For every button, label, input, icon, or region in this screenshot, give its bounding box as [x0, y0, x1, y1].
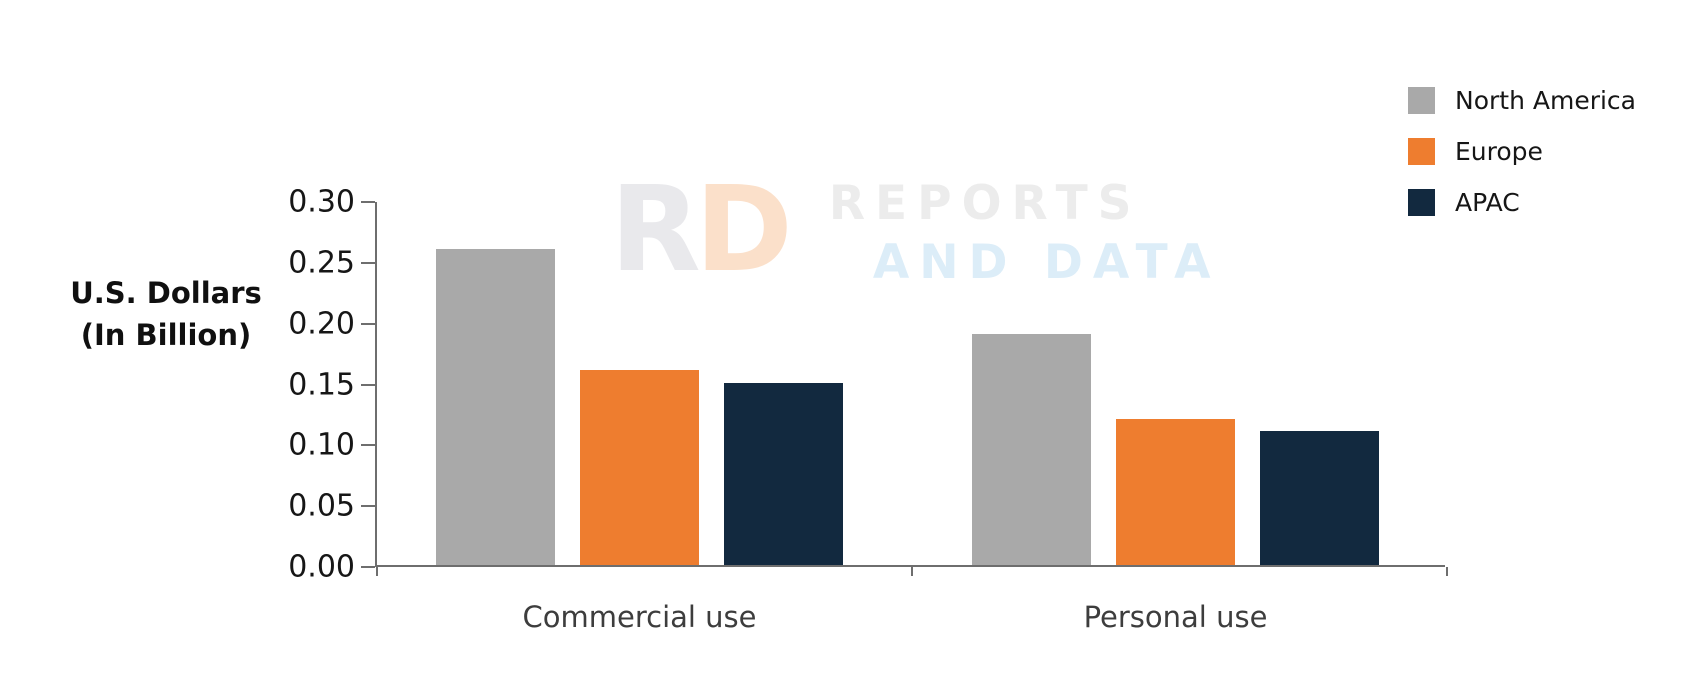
y-tick-mark — [361, 505, 375, 508]
bar-north-america-commercial-use — [436, 248, 555, 565]
y-tick-label: 0.05 — [288, 488, 355, 524]
legend-label-europe: Europe — [1455, 137, 1543, 166]
legend-item-apac: APAC — [1408, 188, 1636, 217]
legend-item-north-america: North America — [1408, 86, 1636, 115]
x-tick-mark — [376, 567, 378, 576]
y-tick-label: 0.00 — [288, 549, 355, 585]
y-tick-label: 0.25 — [288, 245, 355, 281]
bar-apac-personal-use — [1260, 431, 1379, 565]
y-tick-mark — [361, 201, 375, 203]
legend-swatch-europe — [1408, 138, 1435, 165]
legend-swatch-apac — [1408, 189, 1435, 216]
y-tick-mark — [361, 261, 375, 264]
x-tick-mark — [911, 567, 913, 576]
bar-north-america-personal-use — [972, 333, 1091, 565]
bar-europe-personal-use — [1116, 419, 1235, 565]
bar-europe-commercial-use — [580, 370, 699, 565]
legend-label-north-america: North America — [1455, 86, 1636, 115]
y-tick-label: 0.10 — [288, 427, 355, 463]
legend: North America Europe APAC — [1408, 86, 1636, 239]
x-category-label-personal-use: Personal use — [1083, 600, 1268, 634]
y-tick-label: 0.15 — [288, 367, 355, 402]
bar-group-commercial-use — [436, 248, 843, 565]
bar-group-personal-use — [972, 333, 1379, 565]
y-tick-mark — [361, 566, 375, 568]
y-tick-mark — [361, 322, 375, 325]
legend-swatch-north-america — [1408, 87, 1435, 114]
legend-item-europe: Europe — [1408, 137, 1636, 166]
legend-label-apac: APAC — [1455, 188, 1520, 217]
y-tick-mark — [361, 383, 375, 386]
y-axis-title: U.S. Dollars (In Billion) — [48, 272, 284, 356]
y-axis-title-line1: U.S. Dollars — [70, 276, 262, 310]
y-axis-title-line2: (In Billion) — [80, 318, 252, 353]
x-tick-mark — [1446, 567, 1448, 576]
y-tick-mark — [361, 444, 375, 447]
plot-area: 0.00 0.05 0.10 0.15 0.20 0.25 0.30 Commercial u… — [288, 185, 1448, 634]
bar-apac-commercial-use — [724, 382, 843, 565]
y-tick-label: 0.30 — [288, 184, 355, 220]
y-tick-label: 0.20 — [288, 306, 355, 342]
x-category-label-commercial-use: Commercial use — [522, 600, 757, 634]
